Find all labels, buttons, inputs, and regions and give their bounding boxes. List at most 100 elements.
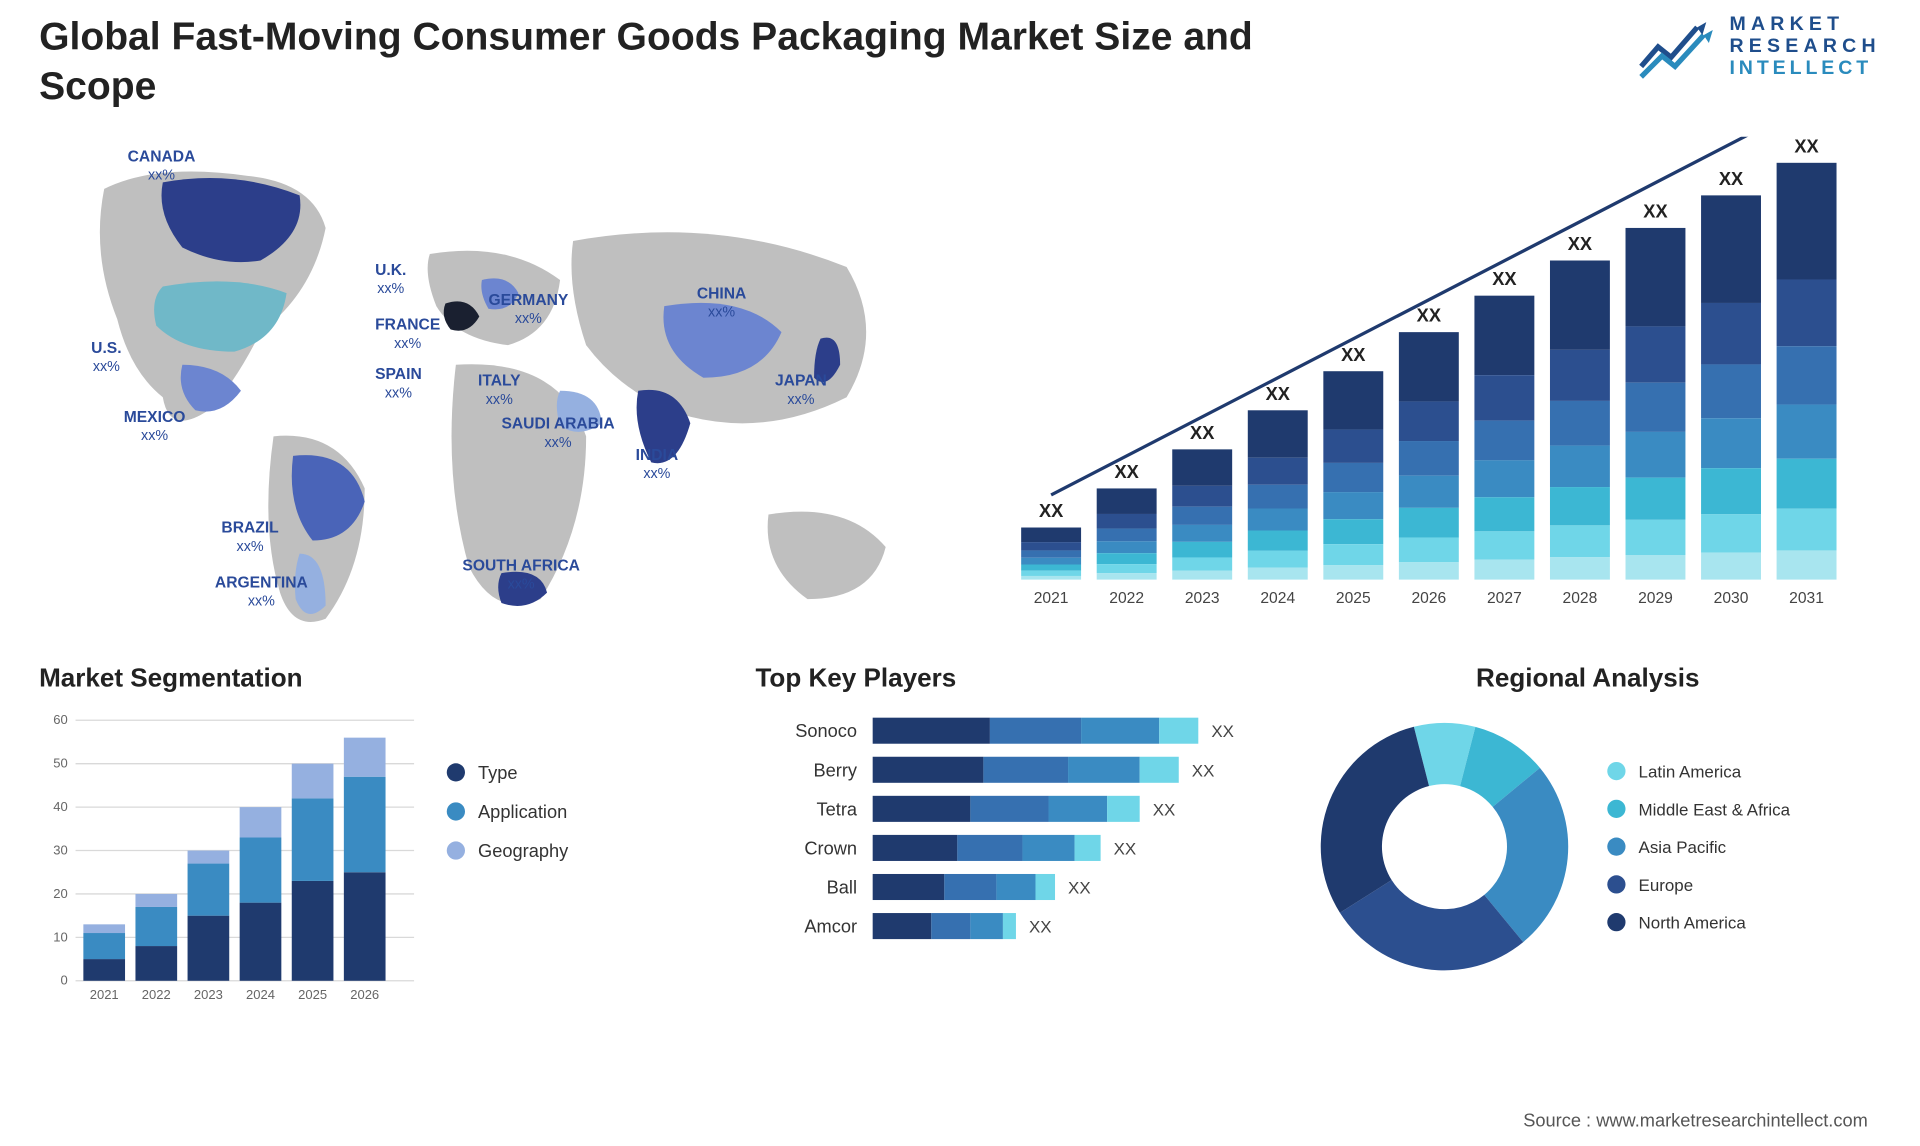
svg-text:XX: XX	[1266, 383, 1290, 404]
svg-text:50: 50	[53, 756, 67, 771]
svg-text:2022: 2022	[1109, 590, 1144, 607]
player-bar-seg	[970, 913, 1003, 939]
legend-dot	[447, 802, 465, 820]
svg-text:60: 60	[53, 712, 67, 727]
svg-text:2023: 2023	[1185, 590, 1220, 607]
player-bar-seg	[1049, 796, 1108, 822]
player-bar-seg	[1075, 835, 1101, 861]
svg-text:2026: 2026	[1411, 590, 1446, 607]
map-label-us: U.S.xx%	[91, 339, 121, 378]
player-bar-seg	[1003, 913, 1016, 939]
player-bar-seg	[1159, 718, 1198, 744]
map-label-india: INDIAxx%	[636, 445, 679, 484]
legend-label: Latin America	[1639, 761, 1742, 781]
page-title: Global Fast-Moving Consumer Goods Packag…	[39, 13, 1315, 111]
regional-legend: Latin AmericaMiddle East & AfricaAsia Pa…	[1607, 761, 1790, 932]
logo-line1: MARKET	[1729, 13, 1880, 35]
svg-text:XX: XX	[1492, 268, 1516, 289]
seg-legend-type: Type	[447, 762, 568, 783]
map-label-canada: CANADAxx%	[128, 147, 196, 186]
map-label-uk: U.K.xx%	[375, 261, 406, 300]
map-label-saudiarabia: SAUDI ARABIAxx%	[501, 414, 614, 453]
svg-text:XX: XX	[1643, 201, 1667, 222]
svg-text:XX: XX	[1039, 500, 1063, 521]
player-row-berry: BerryXX	[755, 757, 1276, 783]
svg-text:XX: XX	[1190, 422, 1214, 443]
player-name: Amcor	[755, 916, 872, 937]
player-row-sonoco: Sonoco XX	[755, 718, 1276, 744]
svg-text:XX: XX	[1794, 137, 1818, 157]
region-legend-northamerica: North America	[1607, 912, 1790, 932]
player-row-crown: Crown XX	[755, 835, 1276, 861]
svg-text:XX: XX	[1417, 305, 1441, 326]
legend-label: Type	[478, 762, 518, 783]
seg-legend-application: Application	[447, 801, 568, 822]
map-label-argentina: ARGENTINAxx%	[215, 573, 308, 612]
player-value: XX	[1192, 760, 1215, 780]
player-bar-seg	[1140, 757, 1179, 783]
player-bar	[873, 913, 1016, 939]
svg-text:2022: 2022	[142, 987, 171, 1002]
map-label-france: FRANCExx%	[375, 315, 440, 354]
regional-title: Regional Analysis	[1308, 664, 1868, 694]
player-value: XX	[1029, 916, 1052, 936]
svg-text:10: 10	[53, 929, 67, 944]
player-bar-seg	[931, 913, 970, 939]
svg-text:XX: XX	[1115, 461, 1139, 482]
legend-label: Middle East & Africa	[1639, 799, 1791, 819]
svg-text:2023: 2023	[194, 987, 223, 1002]
svg-text:2021: 2021	[1034, 590, 1069, 607]
svg-text:20: 20	[53, 886, 67, 901]
player-bar-seg	[996, 874, 1035, 900]
legend-label: Europe	[1639, 875, 1694, 895]
player-bar-seg	[873, 835, 958, 861]
player-bar-seg	[1107, 796, 1140, 822]
player-bar-seg	[1035, 874, 1055, 900]
player-row-ball: BallXX	[755, 874, 1276, 900]
region-legend-latinamerica: Latin America	[1607, 761, 1790, 781]
player-value: XX	[1153, 799, 1176, 819]
svg-text:2026: 2026	[350, 987, 379, 1002]
players-chart: SonocoXXBerryXXTetraXXCrownXXBallXXAmcor…	[755, 718, 1276, 939]
player-value: XX	[1211, 721, 1234, 741]
legend-dot	[1607, 875, 1625, 893]
player-row-tetra: TetraXX	[755, 796, 1276, 822]
legend-label: Application	[478, 801, 567, 822]
legend-dot	[447, 841, 465, 859]
player-bar-seg	[1022, 835, 1074, 861]
map-label-japan: JAPANxx%	[775, 371, 827, 410]
svg-text:2025: 2025	[298, 987, 327, 1002]
player-name: Sonoco	[755, 720, 872, 741]
player-name: Crown	[755, 838, 872, 859]
legend-dot	[1607, 838, 1625, 856]
logo-icon	[1638, 14, 1716, 79]
map-label-china: CHINAxx%	[697, 284, 746, 323]
player-bar-seg	[873, 913, 932, 939]
svg-text:40: 40	[53, 799, 67, 814]
legend-dot	[1607, 762, 1625, 780]
players-title: Top Key Players	[755, 664, 1276, 694]
map-label-spain: SPAINxx%	[375, 365, 422, 404]
player-bar	[873, 718, 1199, 744]
svg-text:2028: 2028	[1563, 590, 1598, 607]
source-attribution: Source : www.marketresearchintellect.com	[1523, 1110, 1868, 1131]
legend-label: Geography	[478, 840, 568, 861]
player-bar-seg	[1081, 718, 1159, 744]
svg-text:2024: 2024	[246, 987, 275, 1002]
player-bar	[873, 835, 1101, 861]
player-bar-seg	[944, 874, 996, 900]
segmentation-legend: Type Application Geography	[447, 762, 568, 861]
regional-donut-chart	[1308, 710, 1582, 984]
player-bar	[873, 796, 1140, 822]
legend-dot	[447, 763, 465, 781]
world-map: CANADAxx%U.S.xx%MEXICOxx%BRAZILxx%ARGENT…	[39, 137, 951, 645]
player-bar-seg	[970, 796, 1048, 822]
region-legend-europe: Europe	[1607, 875, 1790, 895]
map-label-italy: ITALYxx%	[478, 371, 521, 410]
legend-dot	[1607, 913, 1625, 931]
player-value: XX	[1114, 838, 1137, 858]
svg-text:2029: 2029	[1638, 590, 1673, 607]
player-bar-seg	[873, 796, 971, 822]
player-name: Ball	[755, 877, 872, 898]
svg-text:2031: 2031	[1789, 590, 1824, 607]
